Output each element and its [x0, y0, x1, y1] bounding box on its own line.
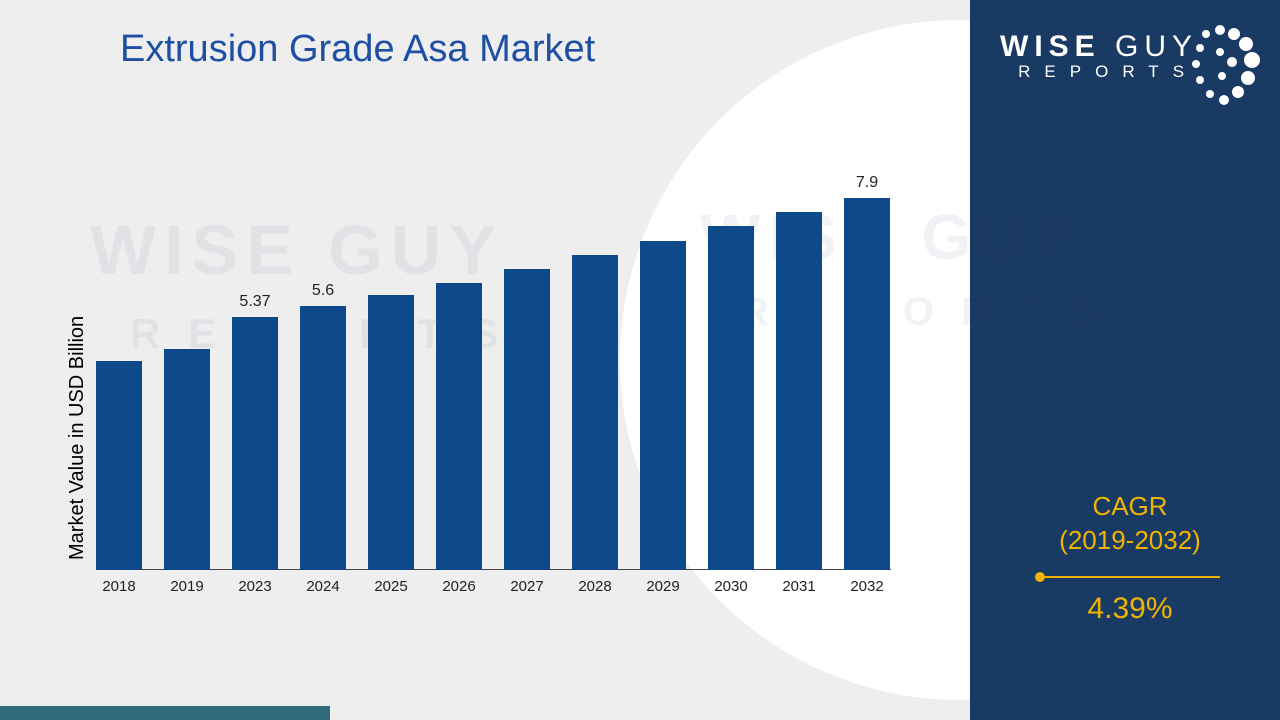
bar: [708, 226, 754, 570]
bar-value-label: 5.37: [226, 293, 284, 311]
brand-word-wise: WISE: [1000, 30, 1101, 63]
x-category-label: 2031: [768, 578, 830, 595]
chart-title: Extrusion Grade Asa Market: [120, 28, 595, 71]
x-category-label: 2032: [836, 578, 898, 595]
x-category-label: 2023: [224, 578, 286, 595]
brand-word-reports: REPORTS: [1000, 62, 1198, 82]
bar: [232, 317, 278, 570]
x-category-label: 2019: [156, 578, 218, 595]
cagr-value: 4.39%: [1015, 592, 1245, 626]
brand-word-guy: GUY: [1115, 30, 1198, 63]
x-category-label: 2024: [292, 578, 354, 595]
cagr-separator: [1040, 576, 1220, 578]
bar: [776, 212, 822, 570]
bar: [504, 269, 550, 570]
bar: [844, 198, 890, 570]
cagr-panel: CAGR (2019-2032) 4.39%: [1015, 490, 1245, 626]
x-category-label: 2028: [564, 578, 626, 595]
x-category-label: 2018: [88, 578, 150, 595]
bar: [96, 361, 142, 570]
bar: [436, 283, 482, 570]
chart-stage: WISE GUY REPORTS Extrusion Grade Asa Mar…: [0, 0, 1280, 720]
bar: [640, 241, 686, 570]
brand-logo-text: WISE GUY REPORTS: [1000, 30, 1198, 82]
bar: [368, 295, 414, 570]
y-axis-label: Market Value in USD Billion: [66, 316, 89, 560]
x-category-label: 2027: [496, 578, 558, 595]
x-axis-baseline: [96, 569, 891, 570]
x-category-label: 2030: [700, 578, 762, 595]
bar: [300, 306, 346, 570]
bar: [572, 255, 618, 570]
x-category-label: 2025: [360, 578, 422, 595]
cagr-label: CAGR: [1092, 491, 1167, 521]
x-category-label: 2029: [632, 578, 694, 595]
bar: [164, 349, 210, 570]
bar-value-label: 5.6: [294, 282, 352, 300]
footer-accent-strip: [0, 706, 330, 720]
bar-value-label: 7.9: [838, 174, 896, 192]
x-category-label: 2026: [428, 578, 490, 595]
bar-plot-area: 2018201920235.3720245.620252026202720282…: [96, 170, 891, 570]
cagr-range: (2019-2032): [1059, 525, 1201, 555]
